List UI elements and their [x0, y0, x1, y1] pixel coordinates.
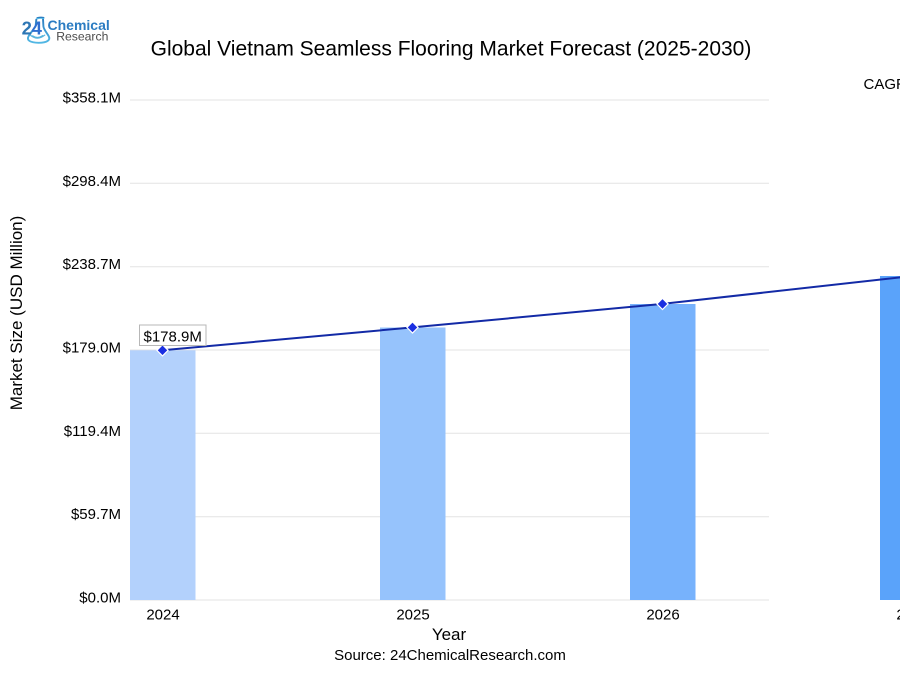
svg-text:2026: 2026 [646, 607, 679, 624]
svg-text:$298.4M: $298.4M [63, 173, 121, 190]
svg-text:$0.0M: $0.0M [79, 590, 121, 607]
svg-text:Year: Year [432, 625, 467, 644]
svg-text:$178.9M: $178.9M [144, 329, 202, 346]
svg-text:2: 2 [22, 18, 32, 39]
svg-text:Research: Research [56, 29, 108, 43]
svg-text:$179.0M: $179.0M [63, 340, 121, 357]
svg-text:$59.7M: $59.7M [71, 506, 121, 523]
svg-text:Source: 24ChemicalResearch.com: Source: 24ChemicalResearch.com [334, 647, 566, 664]
svg-text:Global Vietnam Seamless Floori: Global Vietnam Seamless Flooring Market … [151, 38, 752, 61]
svg-text:Market Size (USD Million): Market Size (USD Million) [7, 216, 26, 411]
svg-text:Chemical: Chemical [48, 17, 110, 33]
svg-text:2025: 2025 [396, 607, 429, 624]
svg-text:$119.4M: $119.4M [64, 423, 121, 440]
svg-text:4: 4 [32, 18, 43, 39]
svg-text:2024: 2024 [146, 607, 179, 624]
svg-text:$238.7M: $238.7M [63, 256, 121, 273]
svg-text:CAGR: 8.9%: CAGR: 8.9% [864, 76, 900, 93]
svg-text:2027: 2027 [896, 607, 900, 624]
svg-text:$358.1M: $358.1M [63, 90, 121, 107]
